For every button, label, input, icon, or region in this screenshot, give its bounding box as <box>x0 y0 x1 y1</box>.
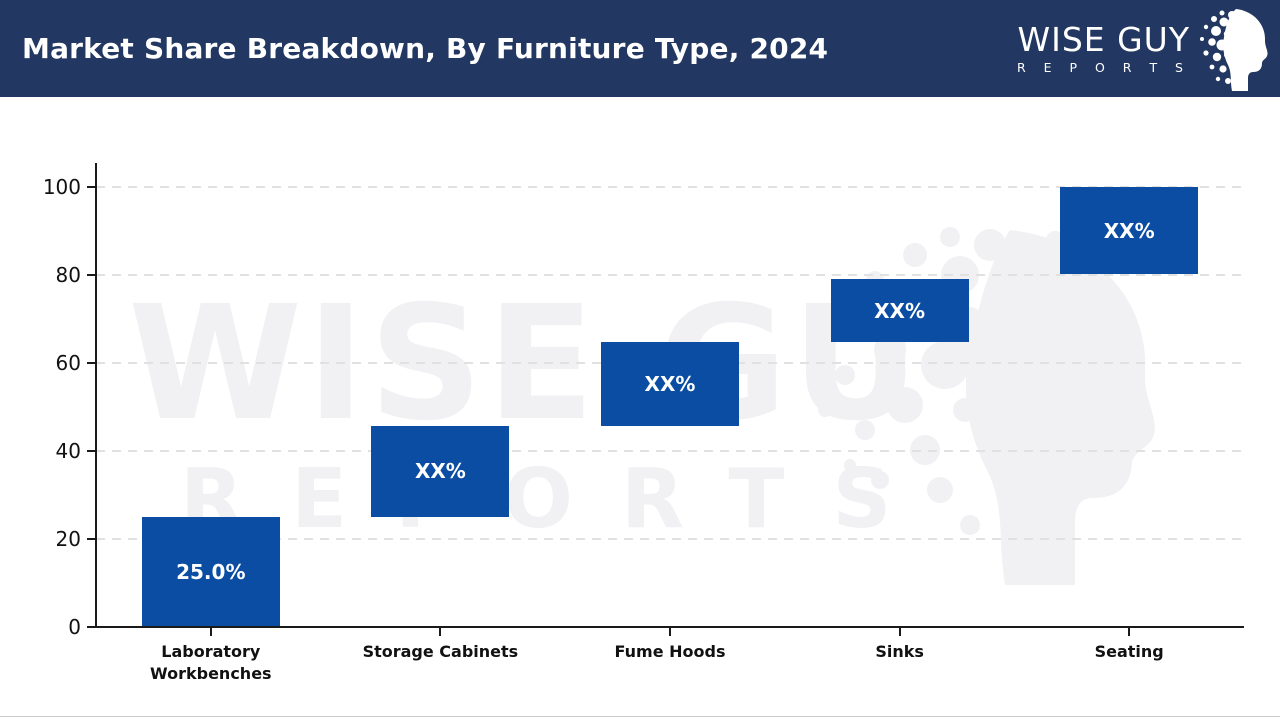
y-axis-tick-label: 40 <box>55 439 81 464</box>
y-axis-tick-label: 20 <box>55 527 81 552</box>
bar-value-label: XX% <box>1103 218 1155 243</box>
x-axis-tick <box>209 628 212 636</box>
logo-wordmark-line2: R E P O R T S <box>1016 59 1190 75</box>
bar-value-label: 25.0% <box>176 560 246 585</box>
y-axis-tick <box>87 626 95 628</box>
bottom-divider <box>0 716 1280 717</box>
bar-fume-hoods: XX% <box>601 342 739 426</box>
bar-laboratory-workbenches: 25.0% <box>141 517 280 627</box>
y-axis-tick <box>87 362 95 365</box>
logo-wordmark: WISE GUY R E P O R T S <box>1017 23 1190 75</box>
watermark-wordmark-line2: REPORTS <box>180 452 940 547</box>
waterfall-chart: 0 20 40 60 80 100 25.0% Laboratory Workbenches X… <box>0 97 1280 720</box>
y-axis-tick <box>87 450 95 453</box>
bar-sinks: XX% <box>830 278 969 343</box>
bar-value-label: XX% <box>414 459 466 484</box>
bar-seating: XX% <box>1060 187 1199 275</box>
y-axis-tick-label: 60 <box>55 351 81 376</box>
bar-value-label: XX% <box>644 371 696 396</box>
y-axis-line <box>95 163 97 628</box>
gridline-40 <box>96 450 1244 453</box>
bar-value-label: XX% <box>874 298 926 323</box>
y-axis-tick-label: 0 <box>68 615 81 639</box>
y-axis-tick-label: 100 <box>42 175 81 200</box>
x-axis-tick <box>439 628 442 636</box>
x-axis-line <box>95 626 1244 628</box>
category-label: Fume Hoods <box>614 642 726 661</box>
gridline-100 <box>96 186 1244 189</box>
x-axis-tick <box>1128 628 1131 636</box>
category-label: Laboratory Workbenches <box>150 642 272 683</box>
y-axis-tick <box>87 274 95 277</box>
y-axis-tick <box>87 186 95 189</box>
x-axis-tick <box>898 628 901 636</box>
gridline-20 <box>96 538 1244 541</box>
category-label: Sinks <box>875 642 924 661</box>
category-label: Storage Cabinets <box>362 642 519 661</box>
header-bar: Market Share Breakdown, By Furniture Typ… <box>0 0 1280 97</box>
gridline-80 <box>96 274 1244 277</box>
x-axis-tick <box>669 628 671 636</box>
y-axis-tick <box>87 538 95 541</box>
face-dots-logo-icon <box>1200 8 1268 91</box>
category-label: Seating <box>1094 642 1164 661</box>
wise-guy-reports-logo: WISE GUY R E P O R T S <box>1017 7 1270 91</box>
y-axis-tick-label: 80 <box>55 263 81 288</box>
bar-storage-cabinets: XX% <box>371 425 510 518</box>
logo-wordmark-line1: WISE GUY <box>1017 19 1190 59</box>
page-title: Market Share Breakdown, By Furniture Typ… <box>22 32 829 65</box>
